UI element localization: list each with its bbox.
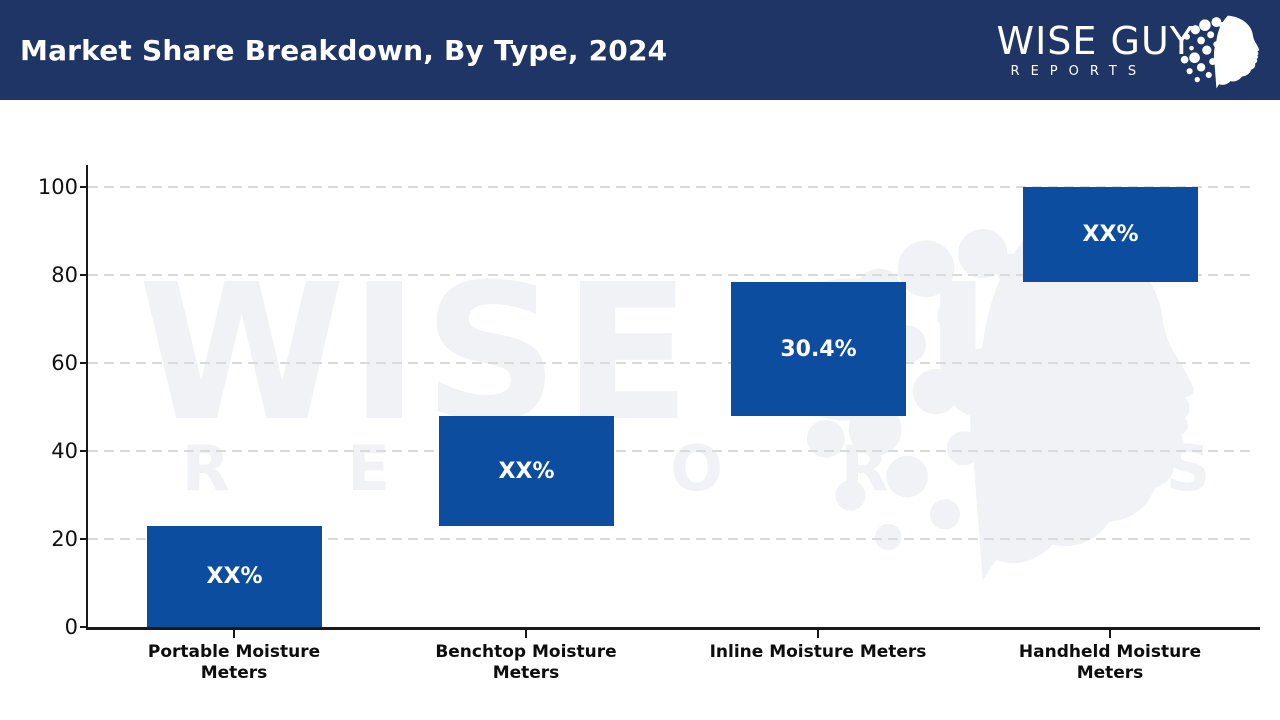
gridline-y-20 bbox=[88, 538, 1256, 540]
bar-handheld-moisture-meters: XX% bbox=[1023, 187, 1198, 282]
x-tick-mark bbox=[525, 630, 527, 638]
wiseguy-head-icon bbox=[1180, 15, 1260, 89]
x-category-label: Portable Moisture Meters bbox=[147, 642, 321, 684]
gridline-y-40 bbox=[88, 450, 1256, 452]
plot-area: XX% XX% 30.4% XX% bbox=[88, 186, 1256, 627]
y-tick-mark bbox=[80, 186, 87, 188]
y-axis-line bbox=[86, 165, 88, 629]
y-tick-mark bbox=[80, 450, 87, 452]
x-category-label: Handheld Moisture Meters bbox=[1018, 642, 1202, 684]
y-tick-mark bbox=[80, 626, 87, 628]
bar-inline-moisture-meters: 30.4% bbox=[731, 282, 906, 416]
x-tick-mark bbox=[233, 630, 235, 638]
header-banner: Market Share Breakdown, By Type, 2024 WI… bbox=[0, 0, 1280, 100]
y-tick-label: 40 bbox=[51, 439, 78, 463]
y-tick-mark bbox=[80, 362, 87, 364]
wiseguy-logo: WISE GUY REPORTS bbox=[997, 9, 1280, 91]
y-tick-label: 20 bbox=[51, 527, 78, 551]
bar-value-label: XX% bbox=[1082, 222, 1139, 247]
x-axis-line bbox=[86, 627, 1260, 630]
bar-portable-moisture-meters: XX% bbox=[147, 526, 322, 627]
logo-subtitle: REPORTS bbox=[1010, 63, 1148, 79]
y-tick-label: 80 bbox=[51, 263, 78, 287]
y-tick-mark bbox=[80, 538, 87, 540]
logo-title: WISE GUY bbox=[996, 18, 1194, 63]
bar-benchtop-moisture-meters: XX% bbox=[439, 416, 614, 526]
logo-wordmark: WISE GUY REPORTS bbox=[997, 22, 1194, 79]
x-tick-mark bbox=[1109, 630, 1111, 638]
gridline-y-100 bbox=[88, 186, 1256, 188]
chart-canvas: WISE GU R E P O R T S XX% XX% 30.4% XX% 0 20… bbox=[0, 100, 1280, 720]
gridline-y-80 bbox=[88, 274, 1256, 276]
x-tick-mark bbox=[817, 630, 819, 638]
y-tick-label: 60 bbox=[51, 351, 78, 375]
y-tick-mark bbox=[80, 274, 87, 276]
bar-value-label: XX% bbox=[206, 564, 263, 589]
x-category-label: Benchtop Moisture Meters bbox=[435, 642, 617, 684]
gridline-y-60 bbox=[88, 362, 1256, 364]
bar-value-label: 30.4% bbox=[780, 336, 857, 362]
bar-value-label: XX% bbox=[498, 458, 555, 484]
y-tick-label: 100 bbox=[37, 175, 78, 199]
chart-title: Market Share Breakdown, By Type, 2024 bbox=[20, 33, 668, 67]
y-tick-label: 0 bbox=[64, 615, 78, 639]
x-category-label: Inline Moisture Meters bbox=[709, 642, 927, 662]
